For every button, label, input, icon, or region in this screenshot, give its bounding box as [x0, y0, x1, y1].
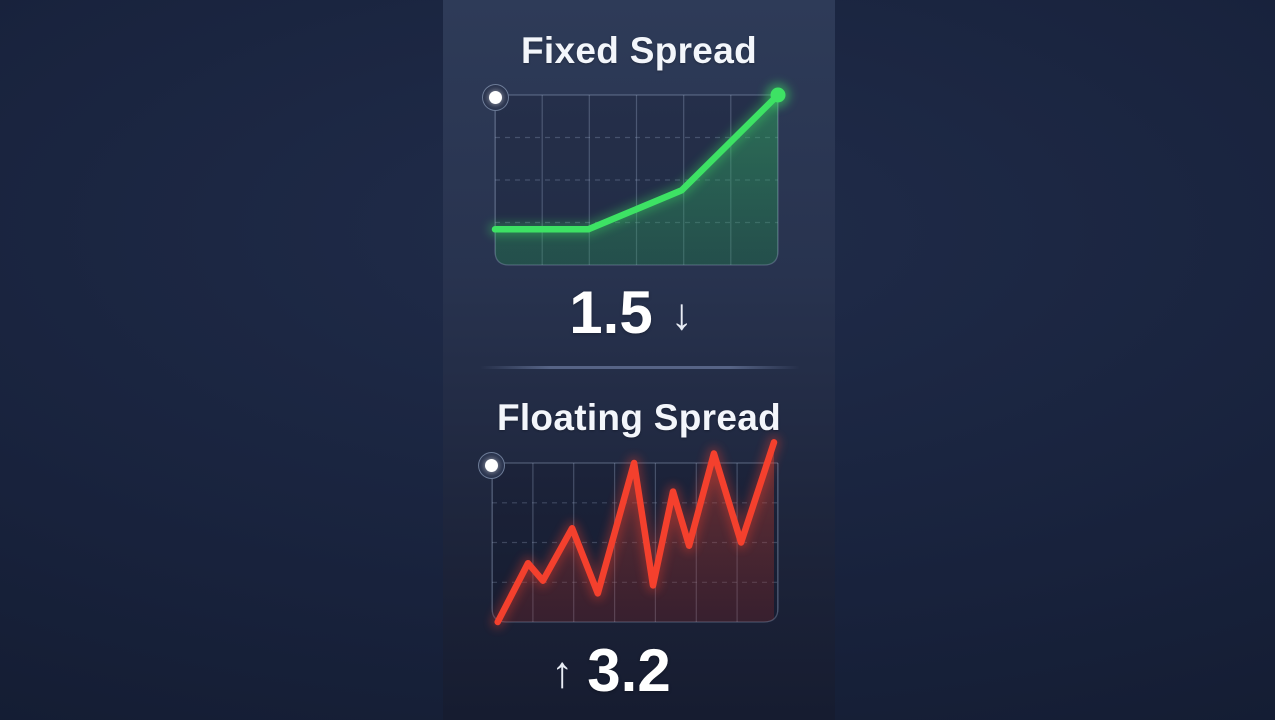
- up-arrow-icon: ↑: [551, 648, 574, 697]
- down-arrow-icon: ↓: [670, 290, 693, 339]
- floating-spread-title: Floating Spread: [496, 397, 782, 438]
- spread-comparison-panel: Fixed Spread 1.5: [443, 0, 835, 720]
- floating-spread-value-row: ↑ 3.2: [415, 640, 807, 702]
- floating-chart-corner-marker-icon: [478, 452, 505, 479]
- marker-dot: [485, 459, 498, 472]
- fixed-spread-value: 1.5: [569, 279, 653, 346]
- floating-spread-value: 3.2: [587, 637, 671, 704]
- marker-dot: [489, 91, 502, 104]
- fixed-chart-corner-marker-icon: [482, 84, 509, 111]
- floating-spread-chart: [490, 435, 781, 629]
- fixed-spread-chart: [488, 82, 791, 266]
- fixed-spread-value-row: 1.5 ↓: [435, 281, 827, 345]
- fixed-spread-title: Fixed Spread: [521, 30, 757, 71]
- card-divider: [480, 366, 800, 369]
